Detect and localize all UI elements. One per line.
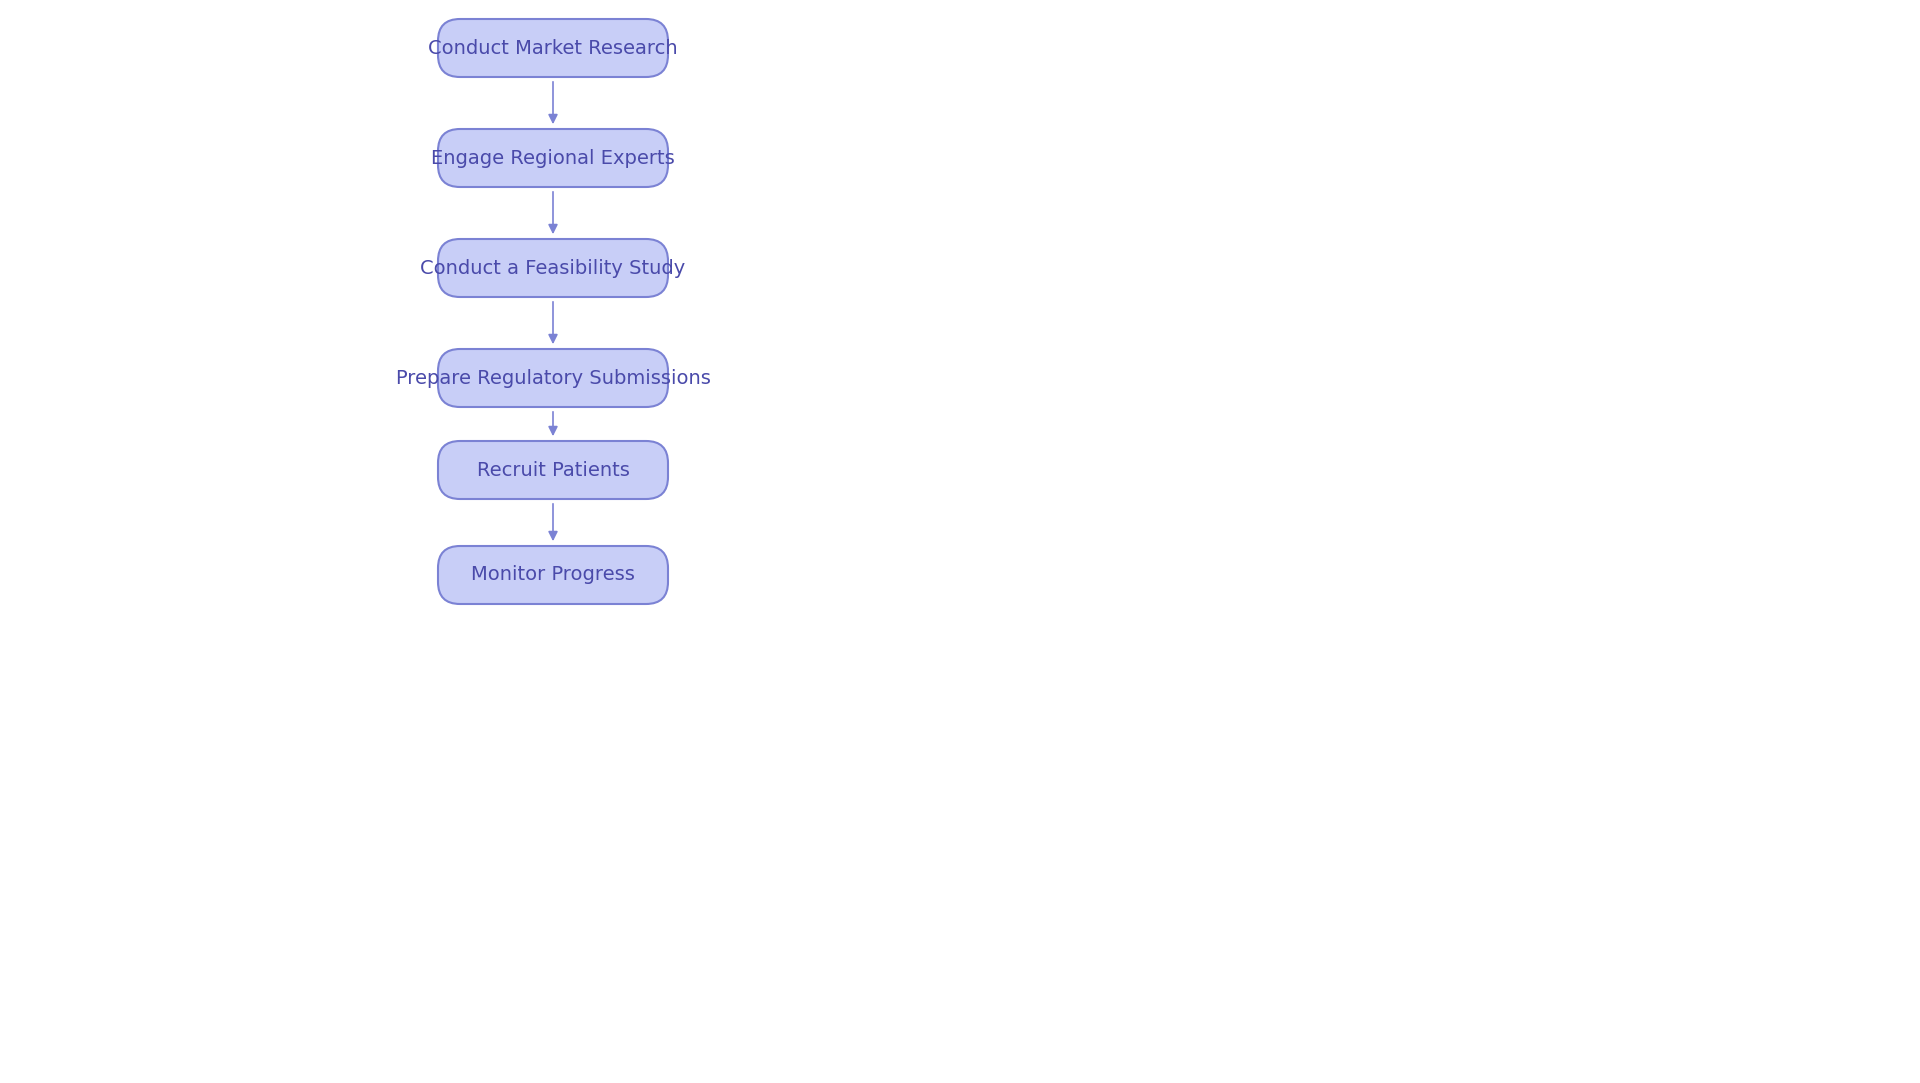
Text: Engage Regional Experts: Engage Regional Experts — [432, 148, 674, 168]
FancyBboxPatch shape — [438, 441, 668, 499]
FancyBboxPatch shape — [438, 19, 668, 77]
Text: Monitor Progress: Monitor Progress — [470, 565, 636, 585]
FancyBboxPatch shape — [438, 129, 668, 187]
Text: Recruit Patients: Recruit Patients — [476, 460, 630, 480]
Text: Conduct Market Research: Conduct Market Research — [428, 39, 678, 57]
FancyBboxPatch shape — [438, 239, 668, 297]
FancyBboxPatch shape — [438, 349, 668, 407]
Text: Prepare Regulatory Submissions: Prepare Regulatory Submissions — [396, 368, 710, 388]
FancyBboxPatch shape — [438, 546, 668, 604]
Text: Conduct a Feasibility Study: Conduct a Feasibility Study — [420, 259, 685, 277]
